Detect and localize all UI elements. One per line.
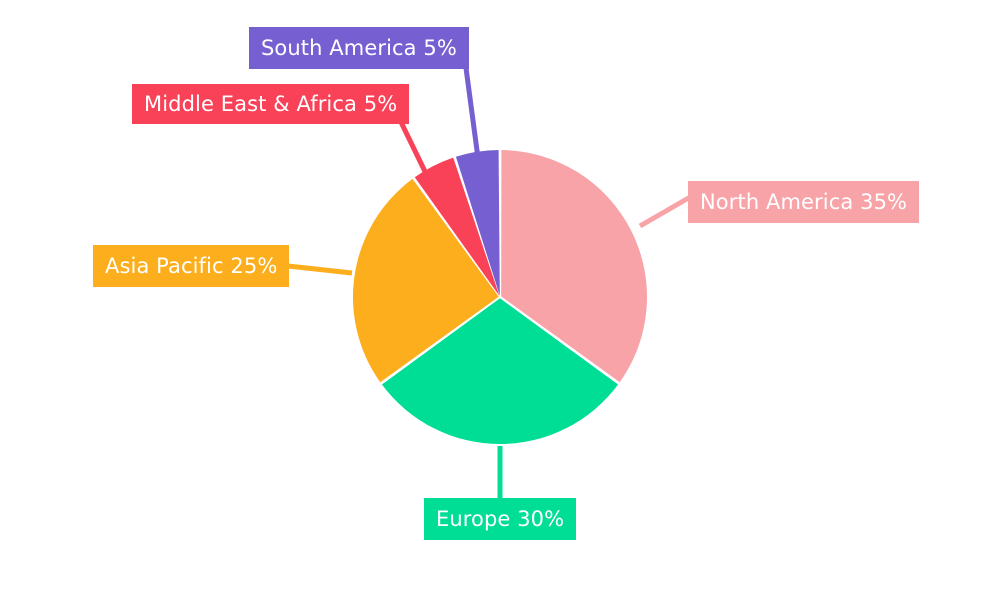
pie-label-asia-pacific-text: Asia Pacific 25% xyxy=(105,253,278,278)
pie-label-south-america[interactable]: South America 5% xyxy=(249,27,469,69)
pie-slice-group xyxy=(353,150,647,444)
pie-slice-middle-east-africa[interactable] xyxy=(414,157,500,296)
pie-label-europe[interactable]: Europe 30% xyxy=(424,498,577,540)
pie-slice-europe[interactable] xyxy=(381,298,619,444)
pie-label-north-america[interactable]: North America 35% xyxy=(688,181,920,223)
pie-label-middle-east-africa[interactable]: Middle East & Africa 5% xyxy=(132,84,410,124)
leader-line-south-america xyxy=(463,67,481,159)
pie-slice-north-america[interactable] xyxy=(501,150,647,383)
leader-line-asia-pacific xyxy=(287,263,353,276)
leader-line-north-america xyxy=(638,193,694,229)
pie-slice-south-america[interactable] xyxy=(455,150,500,296)
pie-label-europe-text: Europe 30% xyxy=(436,506,565,531)
pie-label-north-america-text: North America 35% xyxy=(700,189,908,214)
pie-slice-asia-pacific[interactable] xyxy=(353,178,499,383)
pie-label-south-america-text: South America 5% xyxy=(261,35,457,60)
pie-label-middle-east-africa-text: Middle East & Africa 5% xyxy=(144,91,398,116)
pie-label-asia-pacific[interactable]: Asia Pacific 25% xyxy=(93,245,290,287)
